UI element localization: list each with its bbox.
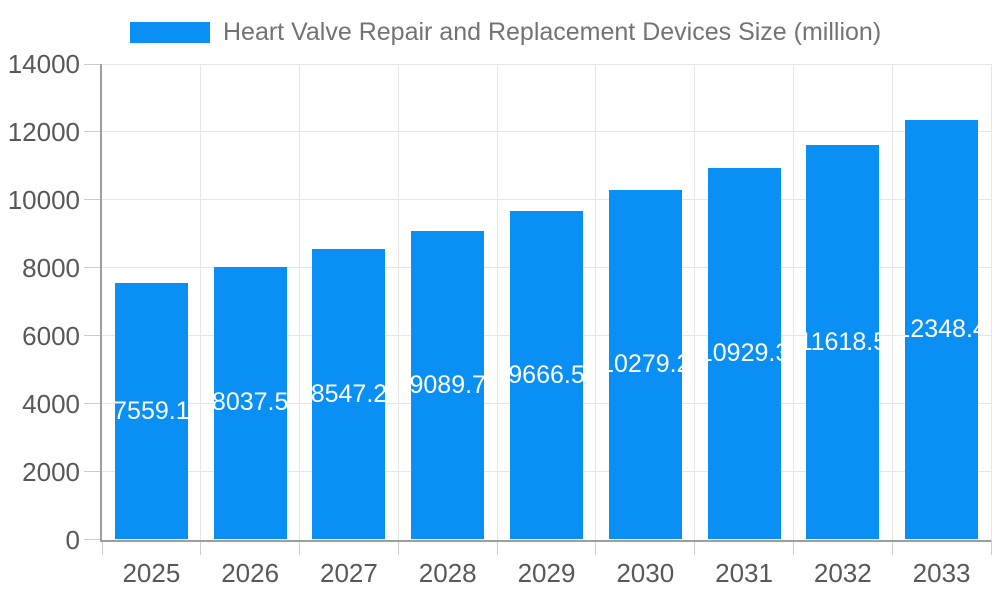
x-axis-tick-label: 2032 [813, 557, 872, 588]
y-tick-mark [84, 63, 102, 65]
y-axis-tick-label: 12000 [7, 116, 80, 147]
y-tick-mark [84, 199, 102, 201]
bar[interactable]: 8037.5 [213, 266, 287, 540]
x-axis-tick-label: 2030 [616, 557, 675, 588]
x-tick-mark [694, 539, 696, 555]
x-axis-tick-label: 2027 [320, 557, 378, 588]
x-axis-tick-label: 2031 [715, 557, 773, 588]
x-axis-tick-label: 2029 [517, 557, 576, 588]
bar-value-label: 10929.3 [708, 339, 781, 368]
x-tick-mark [299, 539, 301, 555]
y-tick-mark [84, 335, 102, 337]
x-gridline [200, 64, 202, 540]
bar-value-label: 9666.5 [510, 360, 583, 389]
bar-value-label: 10279.2 [609, 350, 682, 379]
bar-value-label: 12348.4 [905, 315, 978, 344]
x-axis-tick-label: 2033 [912, 557, 971, 588]
x-gridline [990, 64, 992, 540]
x-tick-mark [496, 539, 498, 555]
x-gridline [891, 64, 893, 540]
x-tick-mark [101, 539, 103, 555]
y-tick-mark [84, 403, 102, 405]
x-tick-mark [792, 539, 794, 555]
legend-label: Heart Valve Repair and Replacement Devic… [223, 18, 882, 46]
y-axis-tick-label: 14000 [7, 49, 80, 79]
x-tick-mark [990, 539, 992, 555]
bar[interactable]: 7559.1 [114, 282, 188, 540]
legend-swatch [130, 22, 210, 43]
y-axis-tick-label: 4000 [22, 388, 80, 419]
y-gridline [102, 199, 991, 201]
bar[interactable]: 10929.3 [707, 168, 781, 540]
y-tick-mark [84, 471, 102, 473]
bar-value-label: 9089.7 [411, 370, 485, 399]
bar-value-label: 8547.2 [312, 379, 386, 408]
y-axis-tick-label: 6000 [22, 320, 80, 351]
x-tick-mark [397, 539, 399, 555]
y-tick-mark [84, 131, 102, 133]
bar-value-label: 7559.1 [114, 396, 188, 425]
x-tick-mark [595, 539, 597, 555]
x-axis-tick-label: 2026 [221, 557, 280, 588]
y-tick-mark [84, 539, 102, 540]
x-gridline [694, 64, 696, 540]
bar[interactable]: 9089.7 [411, 230, 485, 540]
bar[interactable]: 8547.2 [312, 249, 386, 540]
legend[interactable]: Heart Valve Repair and Replacement Devic… [130, 20, 881, 45]
bar-value-label: 8037.5 [213, 388, 287, 417]
x-axis-tick-label: 2028 [418, 557, 477, 588]
bar[interactable]: 12348.4 [905, 120, 979, 540]
bar[interactable]: 9666.5 [510, 211, 583, 540]
x-gridline [595, 64, 597, 540]
y-gridline [102, 63, 991, 65]
x-axis-line [100, 539, 991, 542]
y-axis-tick-label: 2000 [22, 456, 80, 487]
y-tick-mark [84, 267, 102, 269]
x-axis-tick-label: 2025 [122, 557, 181, 588]
x-tick-mark [891, 539, 893, 555]
y-axis-tick-label: 8000 [22, 252, 80, 283]
x-gridline [299, 64, 301, 540]
y-gridline [102, 131, 991, 133]
y-axis-tick-label: 10000 [7, 184, 80, 215]
bar[interactable]: 10279.2 [608, 190, 682, 540]
x-gridline [397, 64, 399, 540]
y-axis-line [100, 64, 102, 540]
x-gridline [792, 64, 794, 540]
x-gridline [496, 64, 498, 540]
x-tick-mark [200, 539, 202, 555]
y-axis-tick-label: 0 [65, 524, 80, 555]
